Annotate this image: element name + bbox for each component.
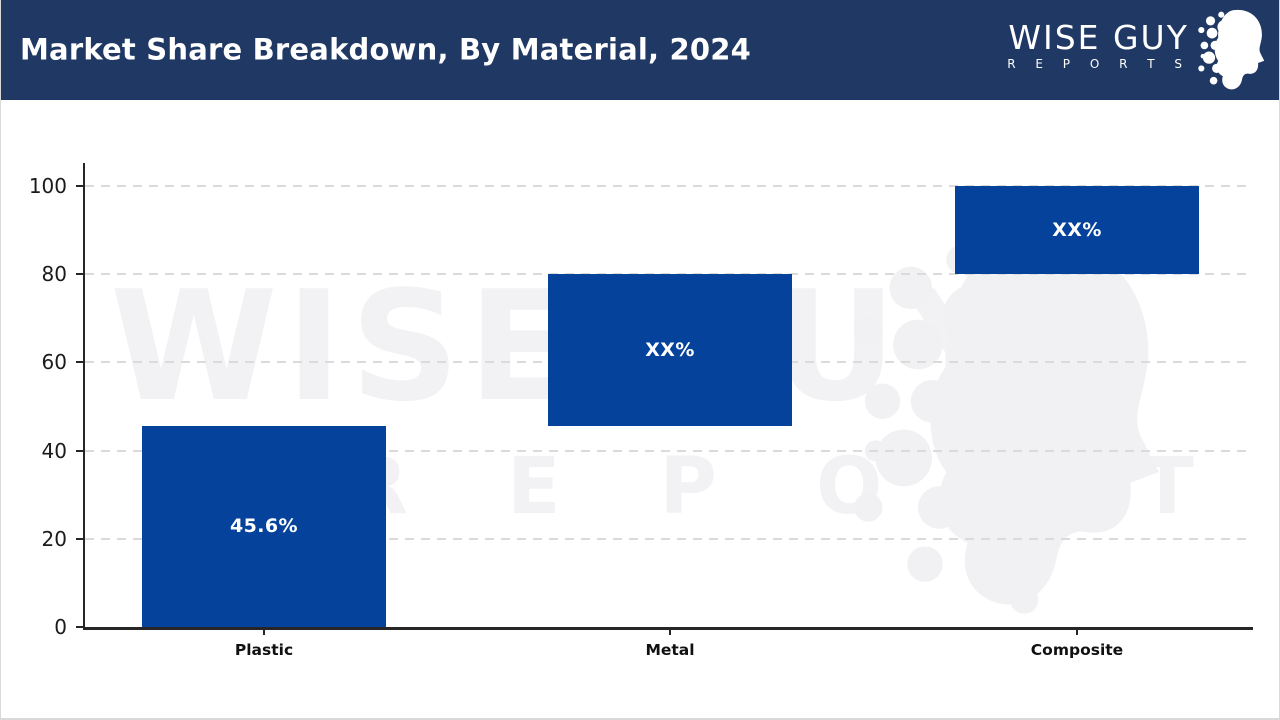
y-axis-tick (76, 626, 85, 628)
y-axis-tick (76, 449, 85, 452)
y-tick-label: 0 (54, 615, 67, 639)
page-title: Market Share Breakdown, By Material, 202… (20, 32, 752, 67)
bar-metal: XX% (548, 274, 792, 426)
bar-plastic: 45.6% (142, 425, 386, 627)
y-tick-label: 60 (41, 350, 67, 375)
y-axis-tick (76, 184, 85, 187)
y-tick-label: 20 (41, 526, 67, 551)
x-axis-line (83, 627, 1253, 630)
category-label-metal: Metal (645, 641, 695, 659)
y-tick-label: 100 (28, 173, 67, 198)
bar-value-label: XX% (645, 339, 695, 361)
y-axis-tick (76, 361, 85, 364)
gridline-y-20 (85, 537, 1253, 540)
x-axis-tick (669, 627, 671, 635)
bar-value-label: XX% (1052, 219, 1102, 242)
gridline-y-100 (85, 184, 1253, 187)
bar-composite: XX% (955, 185, 1199, 275)
bar-value-label: 45.6% (230, 515, 298, 538)
brand-logo-wordmark: WISE GUY (1008, 18, 1189, 57)
x-axis-tick (263, 627, 265, 635)
y-axis-tick (76, 537, 85, 540)
brand-logo: WISE GUY R E P O R T S (1007, 18, 1190, 72)
chart-plot-area: 0 20 40 60 80 100 45.6% Plastic XX% Metal XX% Compo… (29, 163, 1253, 659)
category-label-plastic: Plastic (234, 641, 294, 659)
y-tick-label: 80 (41, 262, 67, 287)
y-tick-label: 40 (41, 438, 67, 463)
y-axis-tick (76, 273, 85, 276)
y-axis-line (83, 163, 85, 629)
header-banner: Market Share Breakdown, By Material, 202… (0, 0, 1280, 100)
category-label-composite: Composite (1030, 641, 1124, 659)
x-axis-tick (1076, 627, 1078, 635)
brand-logo-subtext: R E P O R T S (1007, 57, 1190, 72)
brand-head-icon (1198, 9, 1265, 90)
gridline-y-40 (85, 449, 1253, 452)
